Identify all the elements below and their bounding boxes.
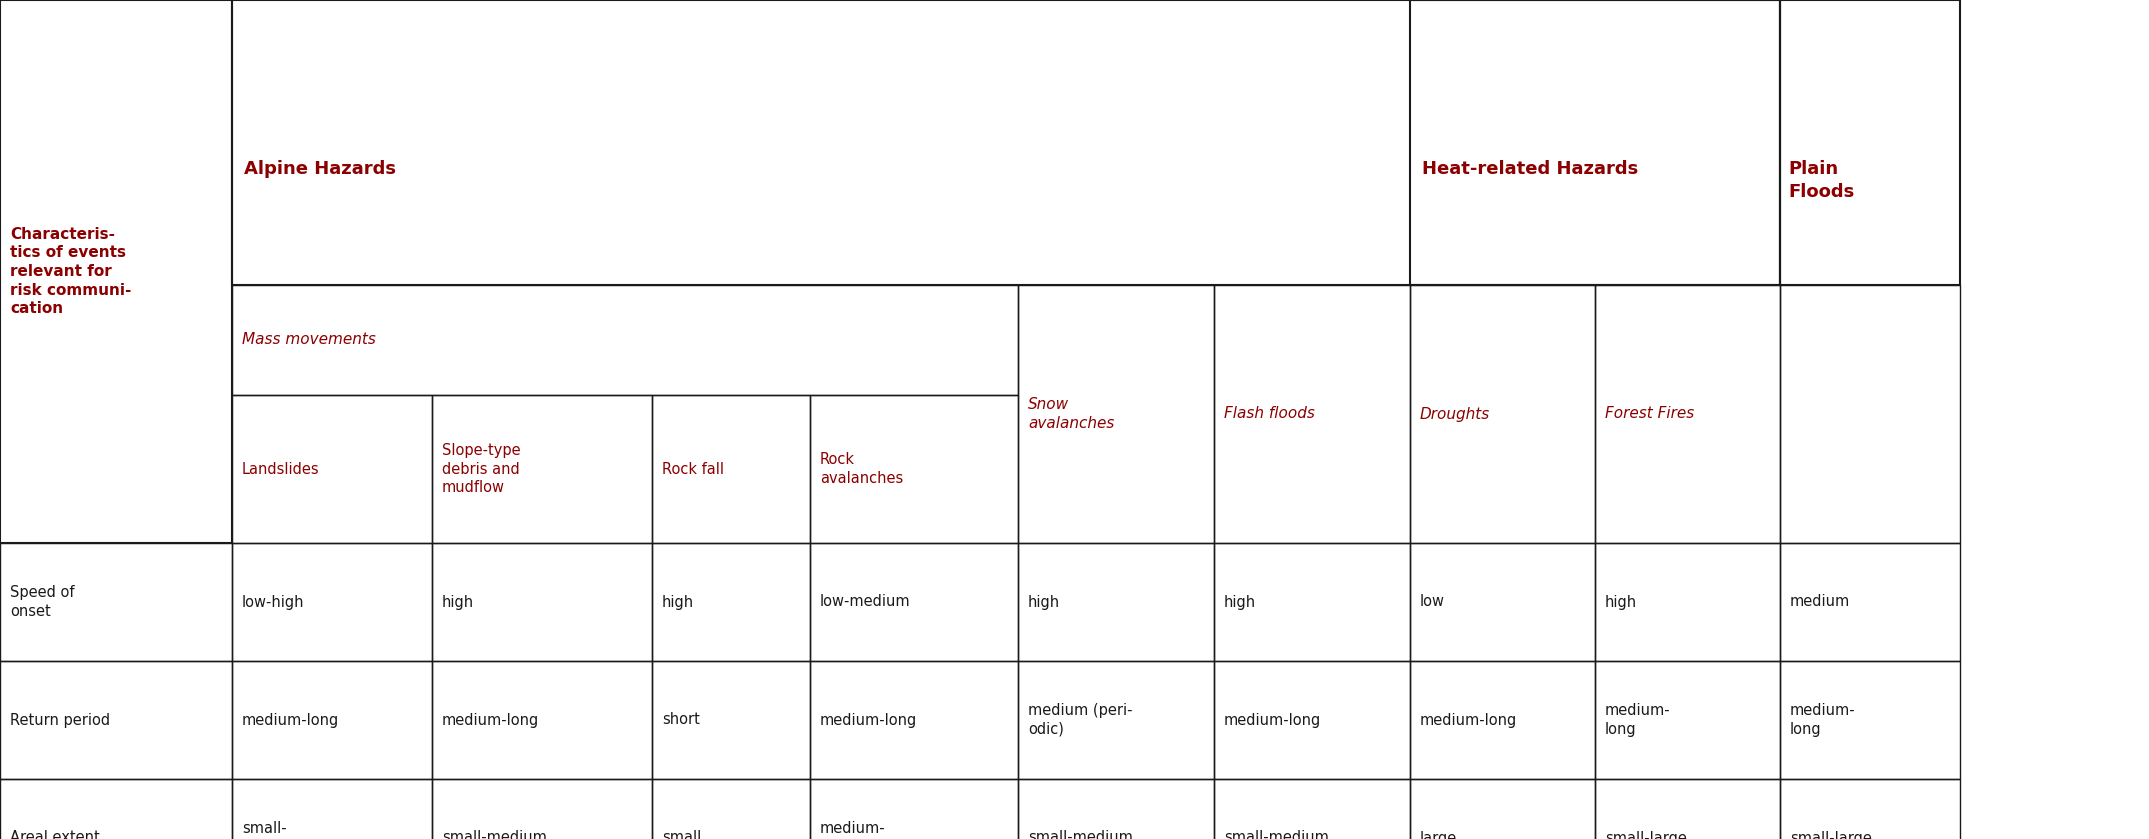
Text: medium: medium <box>1790 595 1850 609</box>
Text: medium-
long: medium- long <box>1605 703 1670 737</box>
Bar <box>1019 543 1214 661</box>
Bar <box>1779 0 1960 285</box>
Bar <box>0 543 232 661</box>
Bar <box>1410 285 1595 543</box>
Bar <box>432 395 651 543</box>
Bar <box>232 0 1779 285</box>
Bar <box>1779 543 1960 661</box>
Bar <box>1214 779 1410 839</box>
Bar <box>1410 661 1595 779</box>
Text: small-large: small-large <box>1790 831 1872 839</box>
Bar <box>1779 661 1960 779</box>
Bar <box>232 285 1019 395</box>
Bar <box>432 661 651 779</box>
Text: small-medium: small-medium <box>1225 831 1328 839</box>
Bar <box>651 779 810 839</box>
Text: Droughts: Droughts <box>1420 407 1489 421</box>
Bar <box>651 395 810 543</box>
Text: large: large <box>1420 831 1457 839</box>
Text: Rock fall: Rock fall <box>662 461 724 477</box>
Text: medium-long: medium-long <box>821 712 918 727</box>
Text: high: high <box>1605 595 1638 609</box>
Bar <box>1019 285 1214 543</box>
Bar <box>1595 285 1779 543</box>
Text: medium-long: medium-long <box>1420 712 1517 727</box>
Bar <box>0 0 232 543</box>
Text: low-medium: low-medium <box>821 595 911 609</box>
Bar <box>1019 779 1214 839</box>
Bar <box>232 661 432 779</box>
Bar <box>1779 285 1960 543</box>
Text: Speed of
onset: Speed of onset <box>11 585 75 619</box>
Bar <box>1019 661 1214 779</box>
Bar <box>1410 779 1595 839</box>
Text: Return period: Return period <box>11 712 110 727</box>
Bar <box>1595 779 1779 839</box>
Text: low: low <box>1420 595 1444 609</box>
Text: low-high: low-high <box>243 595 305 609</box>
Bar <box>1410 0 1779 285</box>
Text: medium-long: medium-long <box>243 712 340 727</box>
Bar <box>0 779 232 839</box>
Bar <box>1779 779 1960 839</box>
Text: Rock
avalanches: Rock avalanches <box>821 452 903 486</box>
Text: Mass movements: Mass movements <box>243 332 376 347</box>
Bar <box>651 543 810 661</box>
Bar <box>810 779 1019 839</box>
Bar <box>810 395 1019 543</box>
Text: Alpine Hazards: Alpine Hazards <box>245 160 395 179</box>
Text: Heat-related Hazards: Heat-related Hazards <box>1423 160 1638 179</box>
Bar <box>1595 543 1779 661</box>
Text: small-medium: small-medium <box>443 831 546 839</box>
Bar <box>1214 661 1410 779</box>
Text: medium-long: medium-long <box>443 712 539 727</box>
Bar <box>232 395 432 543</box>
Text: medium-long: medium-long <box>1225 712 1322 727</box>
Text: medium-
large: medium- large <box>821 821 885 839</box>
Bar <box>432 543 651 661</box>
Bar <box>810 661 1019 779</box>
Text: small: small <box>662 831 701 839</box>
Text: Characteris-
tics of events
relevant for
risk communi-
cation: Characteris- tics of events relevant for… <box>11 227 131 316</box>
Text: small-medium: small-medium <box>1027 831 1133 839</box>
Text: small-large: small-large <box>1605 831 1687 839</box>
Text: medium-
long: medium- long <box>1790 703 1855 737</box>
Bar <box>1214 285 1410 543</box>
Text: Forest Fires: Forest Fires <box>1605 407 1693 421</box>
Text: Plain
Floods: Plain Floods <box>1788 160 1855 201</box>
Text: short: short <box>662 712 701 727</box>
Text: Areal extent: Areal extent <box>11 831 99 839</box>
Bar <box>651 661 810 779</box>
Text: high: high <box>1027 595 1059 609</box>
Bar <box>1595 661 1779 779</box>
Bar <box>0 661 232 779</box>
Text: Snow
avalanches: Snow avalanches <box>1027 397 1115 430</box>
Text: high: high <box>443 595 475 609</box>
Text: Landslides: Landslides <box>243 461 320 477</box>
Text: small-
medium: small- medium <box>243 821 303 839</box>
Text: high: high <box>1225 595 1257 609</box>
Bar <box>1214 543 1410 661</box>
Bar <box>232 543 432 661</box>
Bar <box>232 779 432 839</box>
Text: Slope-type
debris and
mudflow: Slope-type debris and mudflow <box>443 443 520 495</box>
Text: Flash floods: Flash floods <box>1225 407 1315 421</box>
Text: high: high <box>662 595 694 609</box>
Bar <box>432 779 651 839</box>
Bar <box>1410 543 1595 661</box>
Text: medium (peri-
odic): medium (peri- odic) <box>1027 703 1133 737</box>
Bar <box>810 543 1019 661</box>
